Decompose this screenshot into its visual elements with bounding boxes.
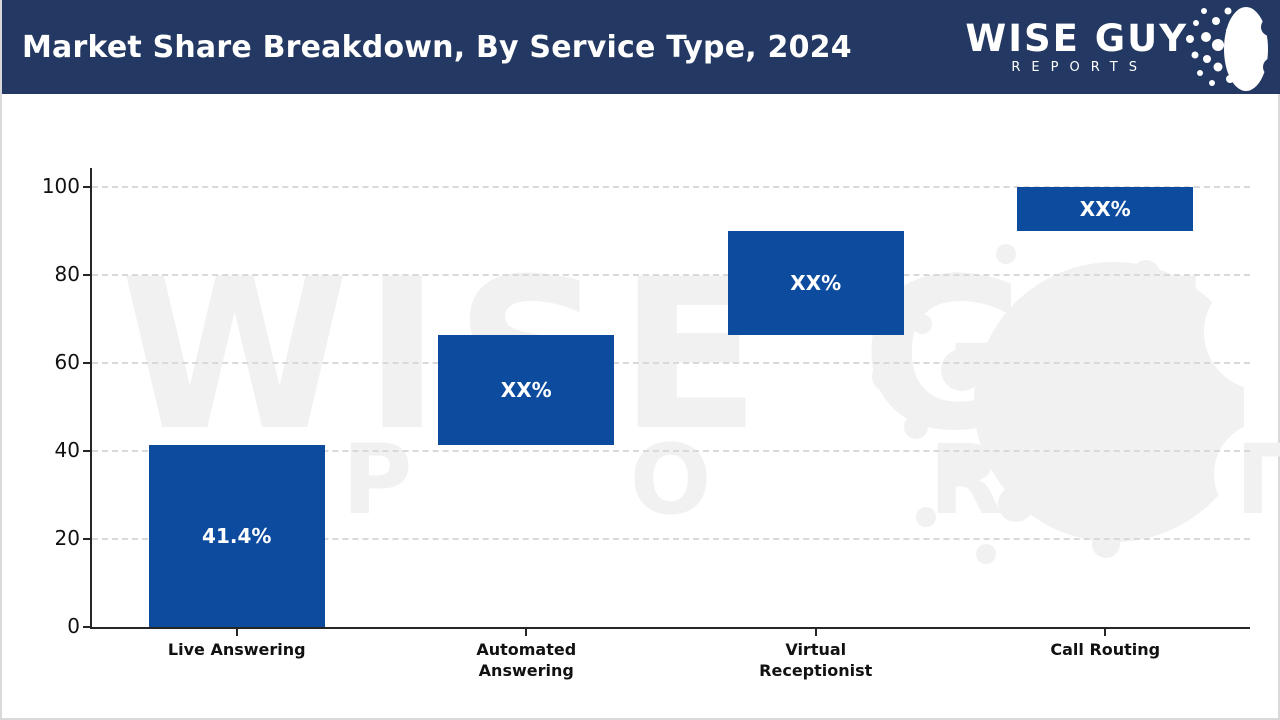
y-axis-tick bbox=[83, 362, 91, 364]
x-axis-category-label: Call Routing bbox=[1050, 640, 1161, 659]
y-axis-tick-label: 60 bbox=[54, 350, 80, 374]
x-axis-tick bbox=[1104, 629, 1107, 636]
header-bar: Market Share Breakdown, By Service Type,… bbox=[2, 0, 1280, 94]
y-axis-tick-label: 20 bbox=[54, 526, 80, 550]
logo-wordmark: WISE GUY bbox=[965, 16, 1188, 60]
gridline bbox=[92, 362, 1250, 364]
logo-text: WISE GUY REPORTS bbox=[965, 20, 1188, 75]
gridline bbox=[92, 274, 1250, 276]
x-axis-category-label: Virtual Receptionist bbox=[759, 640, 873, 680]
gridline bbox=[92, 538, 1250, 540]
gridline bbox=[92, 450, 1250, 452]
bar-call-routing: XX% bbox=[1017, 187, 1194, 232]
x-axis-tick bbox=[525, 629, 528, 636]
x-axis-line bbox=[90, 627, 1250, 629]
logo-subtitle: REPORTS bbox=[1011, 59, 1148, 75]
y-axis-line bbox=[90, 168, 92, 629]
bar-value-label: XX% bbox=[790, 271, 842, 296]
bar-automated-answering: XX% bbox=[438, 335, 615, 445]
bar-value-label: XX% bbox=[1079, 197, 1131, 222]
y-axis-tick bbox=[83, 274, 91, 276]
y-axis-tick bbox=[83, 450, 91, 452]
y-axis-tick-label: 40 bbox=[54, 438, 80, 462]
x-axis-tick bbox=[814, 629, 817, 636]
x-axis-category-label: Live Answering bbox=[167, 640, 306, 659]
x-axis-category-label: Automated Answering bbox=[476, 640, 577, 680]
y-axis-tick-label: 80 bbox=[54, 262, 80, 286]
gridline bbox=[92, 186, 1250, 188]
x-axis-tick bbox=[235, 629, 238, 636]
y-axis-tick bbox=[83, 186, 91, 188]
y-axis-tick-label: 0 bbox=[67, 614, 80, 638]
y-axis-tick bbox=[83, 626, 91, 628]
bar-value-label: XX% bbox=[500, 378, 552, 403]
y-axis-tick bbox=[83, 538, 91, 540]
bar-live-answering: 41.4% bbox=[148, 444, 325, 627]
bar-value-label: 41.4% bbox=[202, 523, 272, 548]
chart-title: Market Share Breakdown, By Service Type,… bbox=[22, 29, 852, 65]
wise-guy-logo: WISE GUY REPORTS bbox=[965, 0, 1268, 94]
logo-face-dots-icon bbox=[1186, 7, 1268, 91]
bar-virtual-receptionist: XX% bbox=[727, 231, 904, 336]
y-axis-tick-label: 100 bbox=[41, 174, 80, 198]
